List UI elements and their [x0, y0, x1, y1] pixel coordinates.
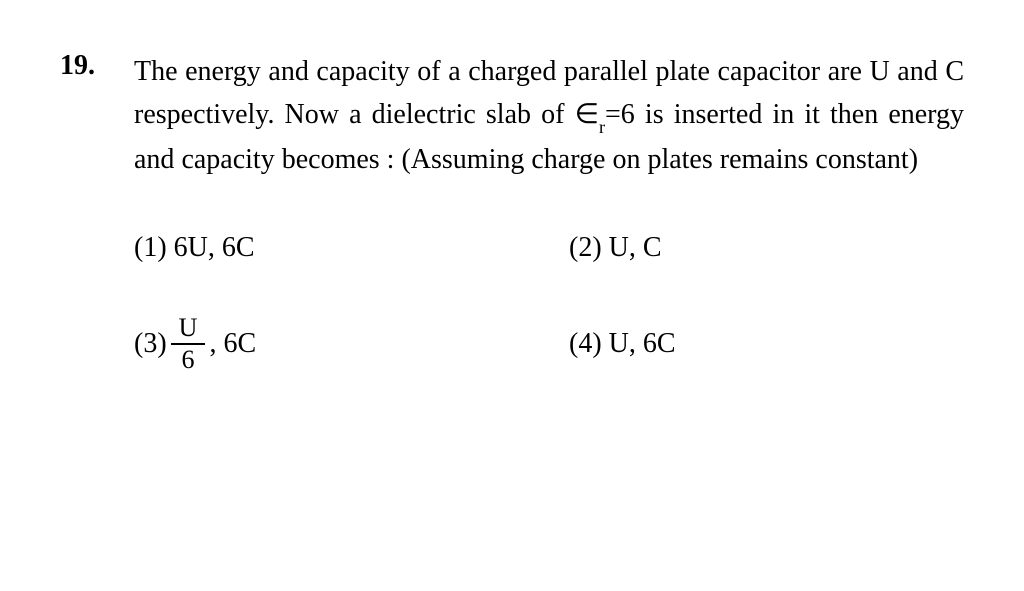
epsilon-value: =6	[605, 99, 635, 130]
epsilon-subscript: r	[599, 117, 605, 137]
question-line3-prefix: slab of	[486, 99, 575, 130]
option-1: (1) 6U, 6C	[134, 218, 529, 278]
question-content: The energy and capacity of a charged par…	[134, 50, 964, 374]
question-line5: remains constant)	[720, 144, 918, 175]
option-3-suffix: , 6C	[209, 328, 256, 360]
option-4: (4) U, 6C	[569, 314, 964, 374]
question-number: 19.	[60, 50, 110, 374]
option-3-prefix: (3)	[134, 328, 167, 360]
option-4-label: (4) U, 6C	[569, 328, 676, 360]
epsilon-symbol: ∈	[575, 99, 599, 130]
question-line4: capacity becomes : (Assuming charge on p…	[181, 144, 712, 175]
fraction: U 6	[171, 315, 206, 373]
option-2: (2) U, C	[569, 218, 964, 278]
option-3: (3) U 6 , 6C	[134, 314, 529, 374]
option-2-label: (2) U, C	[569, 232, 662, 264]
options-container: (1) 6U, 6C (2) U, C (3) U 6 , 6C (4) U, …	[134, 218, 964, 374]
option-1-label: (1) 6U, 6C	[134, 232, 255, 264]
fraction-numerator: U	[171, 315, 206, 345]
question-text: The energy and capacity of a charged par…	[134, 50, 964, 182]
question-line1: The energy and capacity of a charged par…	[134, 56, 710, 87]
question-container: 19. The energy and capacity of a charged…	[60, 50, 964, 374]
fraction-denominator: 6	[174, 345, 203, 373]
